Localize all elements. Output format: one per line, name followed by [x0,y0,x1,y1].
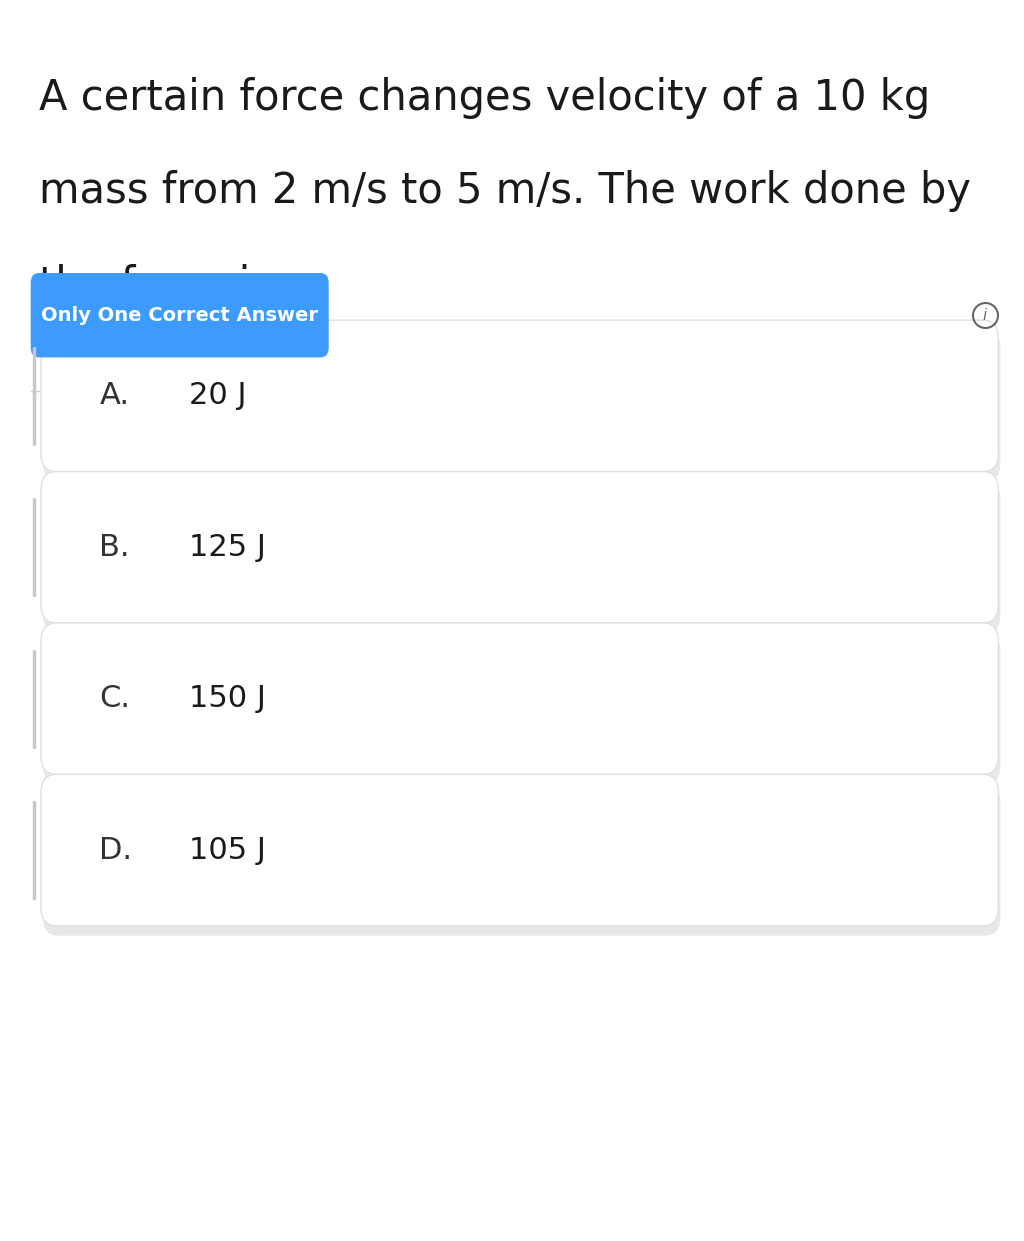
Text: 20 J: 20 J [189,381,247,411]
Text: mass from 2 m/s to 5 m/s. The work done by: mass from 2 m/s to 5 m/s. The work done … [39,170,971,212]
FancyBboxPatch shape [41,623,998,774]
FancyBboxPatch shape [43,482,1000,633]
Text: 105 J: 105 J [189,835,266,865]
FancyBboxPatch shape [31,273,329,357]
Text: the force is: the force is [39,263,272,305]
FancyBboxPatch shape [41,774,998,926]
Text: 150 J: 150 J [189,684,266,714]
Text: A certain force changes velocity of a 10 kg: A certain force changes velocity of a 10… [39,77,930,119]
Text: i: i [983,308,987,323]
FancyBboxPatch shape [41,472,998,623]
Text: Only One Correct Answer: Only One Correct Answer [41,305,318,325]
Text: A.: A. [99,381,129,411]
Text: D.: D. [99,835,132,865]
FancyBboxPatch shape [43,633,1000,784]
FancyBboxPatch shape [41,320,998,472]
FancyBboxPatch shape [43,784,1000,936]
Text: B.: B. [99,532,130,562]
Text: C.: C. [99,684,130,714]
FancyBboxPatch shape [43,330,1000,482]
Text: 125 J: 125 J [189,532,266,562]
